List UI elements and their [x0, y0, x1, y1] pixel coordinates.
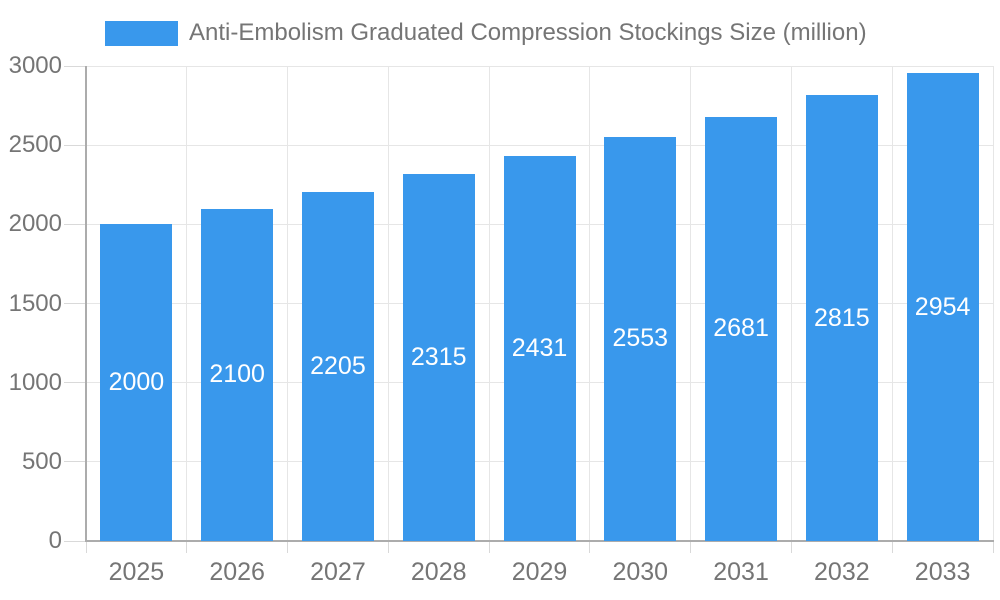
x-axis-label: 2026	[209, 558, 265, 586]
x-axis-label: 2028	[410, 558, 467, 586]
bar-2031: 2681	[705, 116, 778, 541]
bar-value-label: 2205	[310, 351, 366, 380]
x-axis-label: 2033	[914, 558, 971, 586]
legend-label: Anti-Embolism Graduated Compression Stoc…	[189, 19, 867, 46]
bar-value-label: 2000	[108, 368, 165, 397]
x-tick	[488, 541, 490, 553]
x-tick	[690, 541, 692, 553]
legend-swatch-icon	[105, 20, 178, 46]
x-axis-label: 2027	[310, 558, 366, 586]
y-axis-label: 2000	[8, 210, 62, 238]
gridline-x	[387, 66, 389, 541]
x-tick	[85, 541, 87, 553]
bar-2033: 2954	[906, 73, 979, 541]
y-tick-1500	[64, 303, 86, 304]
x-tick	[287, 541, 289, 553]
plot-area: 2000 2100 2205 2315 2431 2553 2681 2815 2954	[64, 65, 994, 553]
bar-value-label: 2100	[209, 360, 265, 389]
bar-value-label: 2431	[511, 334, 568, 363]
x-tick	[186, 541, 188, 553]
y-tick-2500	[64, 144, 86, 146]
bar-value-label: 2681	[713, 314, 769, 343]
bar-2025: 2000	[100, 224, 173, 541]
x-axis-label: 2030	[612, 558, 669, 586]
gridline-x	[589, 66, 591, 541]
y-axis-label: 2500	[8, 131, 62, 159]
y-axis-label: 500	[21, 447, 62, 475]
y-tick-0	[64, 540, 86, 542]
y-tick-1000	[64, 382, 86, 384]
gridline-x	[287, 66, 289, 541]
y-tick-500	[64, 461, 86, 463]
bar-value-label: 2954	[914, 292, 971, 321]
gridline-x	[790, 66, 792, 541]
x-tick	[891, 541, 893, 553]
y-tick-2000	[64, 223, 86, 225]
bar-2032: 2815	[805, 95, 878, 541]
x-tick	[992, 541, 994, 553]
x-tick	[387, 541, 389, 553]
y-axis-label: 0	[48, 527, 62, 554]
gridline-x	[992, 66, 994, 541]
x-tick	[790, 541, 792, 553]
bar-2028: 2315	[402, 174, 475, 541]
x-tick	[589, 541, 591, 553]
bar-2027: 2205	[301, 191, 374, 541]
bar-2030: 2553	[604, 136, 677, 541]
y-axis-line	[85, 66, 87, 541]
gridline-y-2500	[86, 144, 993, 146]
gridline-x	[186, 66, 188, 541]
gridline-x	[891, 66, 893, 541]
y-axis-label: 1000	[8, 368, 62, 396]
gridline-y-3000	[86, 66, 993, 67]
y-axis-label: 1500	[8, 289, 62, 317]
bar-value-label: 2315	[410, 343, 467, 372]
bar-value-label: 2553	[612, 324, 669, 353]
gridline-x	[690, 66, 692, 541]
bar-value-label: 2815	[814, 303, 870, 332]
y-tick-3000	[64, 65, 86, 67]
x-axis-label: 2031	[713, 558, 769, 586]
x-axis-label: 2025	[108, 558, 165, 586]
legend[interactable]: Anti-Embolism Graduated Compression Stoc…	[105, 19, 867, 47]
x-axis-line	[85, 540, 994, 542]
x-axis-label: 2032	[814, 558, 870, 586]
x-axis-label: 2029	[511, 558, 568, 586]
bar-2026: 2100	[201, 208, 274, 541]
gridline-x	[488, 66, 490, 541]
bar-2029: 2431	[503, 156, 576, 541]
y-axis-label: 3000	[8, 52, 62, 79]
